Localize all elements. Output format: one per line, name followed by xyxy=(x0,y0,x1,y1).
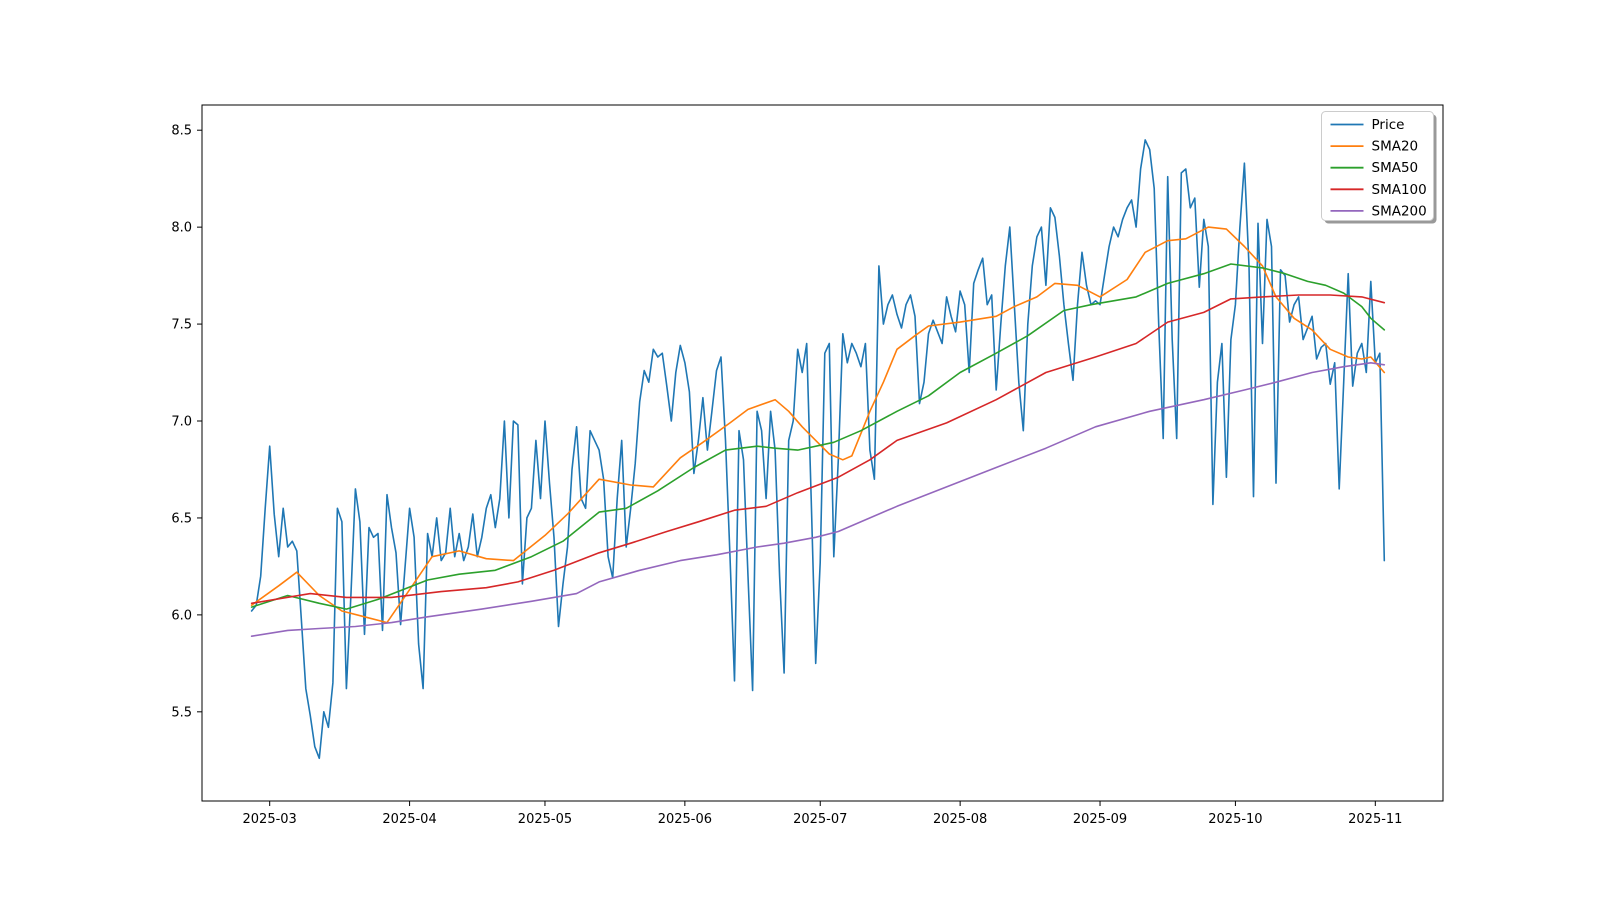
series-line-price xyxy=(250,139,1386,760)
series-line-sma200 xyxy=(250,361,1386,638)
legend-label-price: Price xyxy=(1372,117,1405,133)
x-tick-label: 2025-07 xyxy=(793,812,847,827)
y-tick-label: 6.0 xyxy=(171,608,192,623)
axes-spines xyxy=(201,104,1444,802)
legend-label-sma100: SMA100 xyxy=(1372,182,1427,198)
legend-label-sma50: SMA50 xyxy=(1372,160,1419,176)
legend-label-sma20: SMA20 xyxy=(1372,139,1419,155)
x-tick-label: 2025-11 xyxy=(1348,812,1402,827)
series-line-sma20 xyxy=(250,226,1386,624)
x-tick-label: 2025-03 xyxy=(243,812,297,827)
y-tick-label: 8.5 xyxy=(171,124,192,139)
y-tick-label: 5.5 xyxy=(171,705,192,720)
series-line-sma100 xyxy=(250,294,1386,605)
y-tick-label: 7.0 xyxy=(171,415,192,430)
x-tick-label: 2025-10 xyxy=(1208,812,1262,827)
x-tick-label: 2025-04 xyxy=(382,812,436,827)
x-tick-label: 2025-08 xyxy=(933,812,987,827)
series-line-sma50 xyxy=(250,263,1386,610)
y-tick-label: 8.0 xyxy=(171,221,192,236)
x-tick-label: 2025-09 xyxy=(1073,812,1127,827)
legend-label-sma200: SMA200 xyxy=(1372,203,1427,219)
y-tick-label: 7.5 xyxy=(171,318,192,333)
x-tick-label: 2025-06 xyxy=(658,812,712,827)
y-tick-label: 6.5 xyxy=(171,511,192,526)
legend-frame xyxy=(1321,111,1434,221)
x-tick-label: 2025-05 xyxy=(518,812,572,827)
